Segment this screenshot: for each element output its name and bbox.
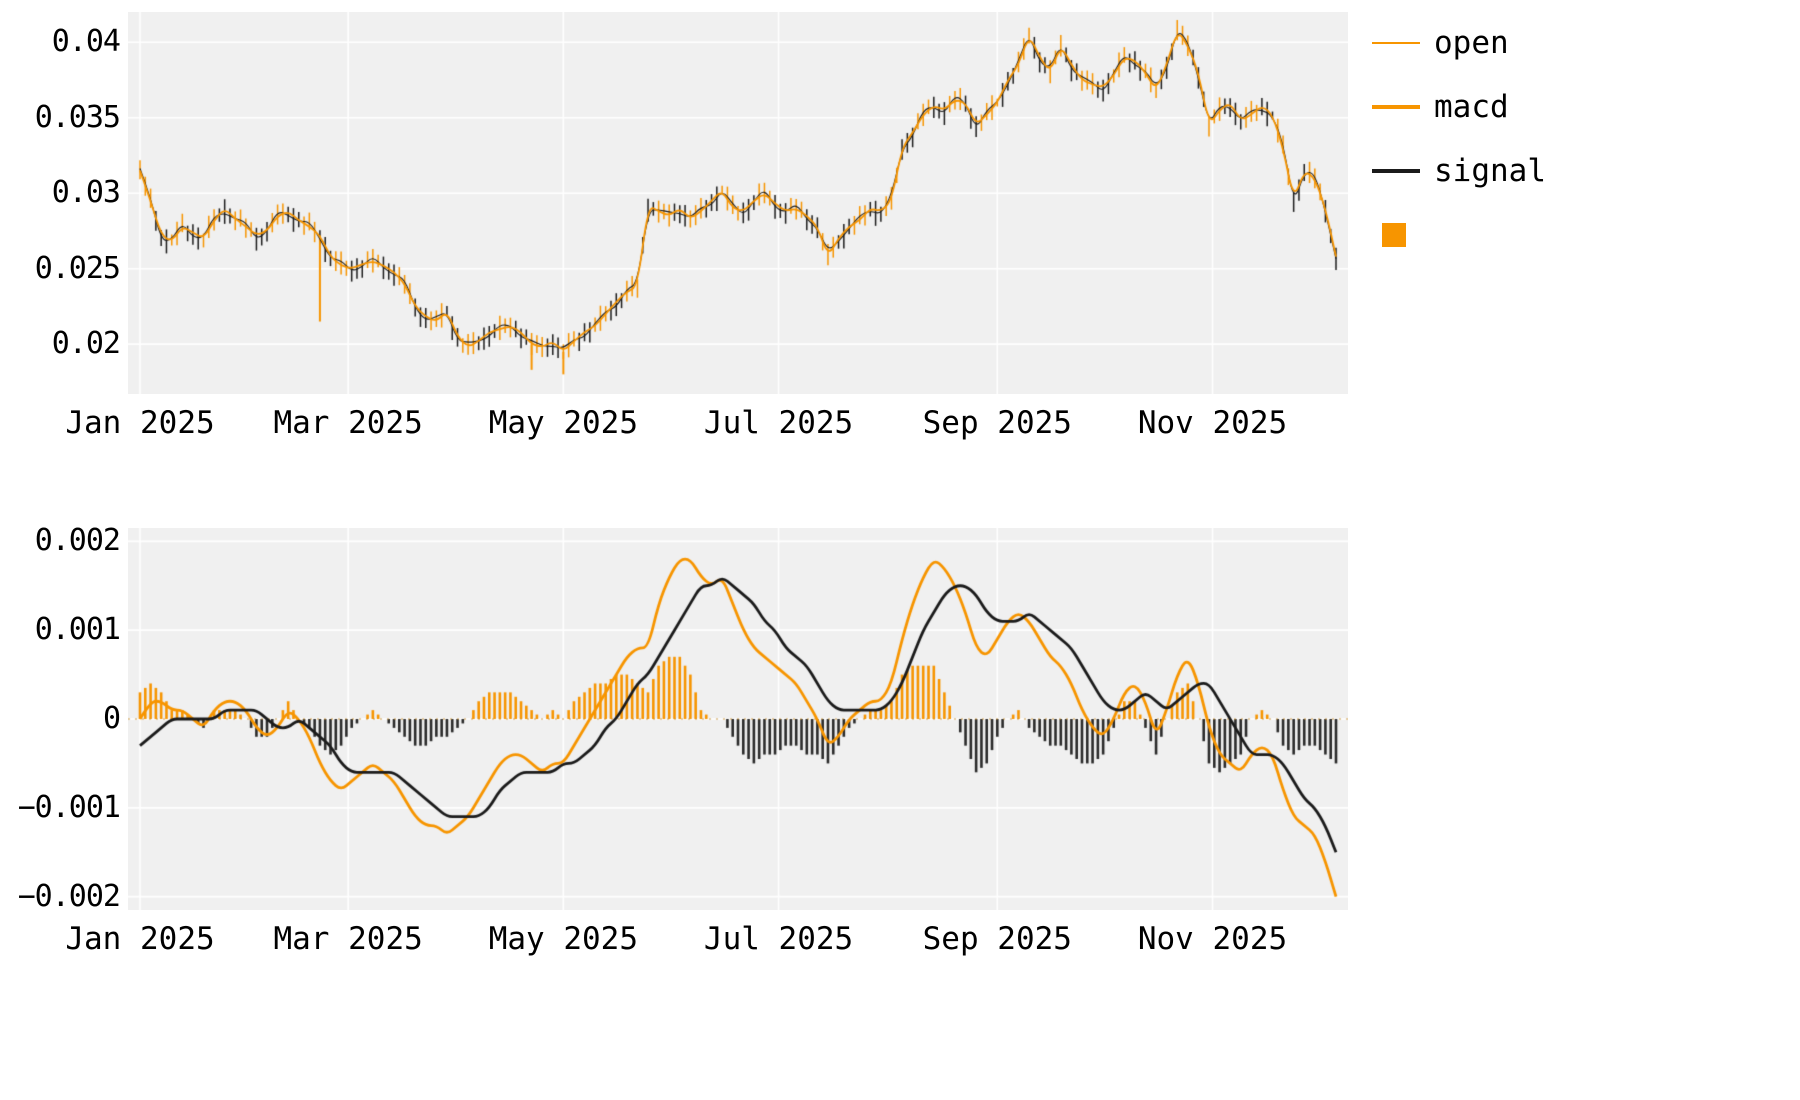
y-tick-label: 0 bbox=[102, 701, 121, 736]
y-tick-label: 0.002 bbox=[34, 523, 121, 559]
open-line-sample-icon bbox=[1372, 42, 1420, 44]
y-tick-label: −0.001 bbox=[17, 789, 121, 825]
x-tick-label: May 2025 bbox=[488, 921, 639, 957]
legend: open macd signal bbox=[1372, 22, 1546, 256]
legend-label: open bbox=[1434, 25, 1509, 61]
legend-label: signal bbox=[1434, 153, 1546, 189]
x-tick-label: Mar 2025 bbox=[273, 921, 423, 957]
x-tick-label: Jul 2025 bbox=[703, 405, 854, 441]
x-tick-label: May 2025 bbox=[488, 405, 639, 441]
price-chart-canvas bbox=[128, 12, 1348, 394]
x-tick-label: Sep 2025 bbox=[922, 405, 1072, 441]
x-tick-label: Jan 2025 bbox=[65, 921, 215, 957]
macd-line-sample-icon bbox=[1372, 105, 1420, 109]
x-tick-label: Jul 2025 bbox=[703, 921, 854, 957]
signal-line-sample-icon bbox=[1372, 169, 1420, 173]
histogram-swatch-icon bbox=[1382, 223, 1406, 247]
y-tick-label: 0.035 bbox=[34, 99, 121, 135]
y-tick-label: 0.025 bbox=[34, 250, 121, 286]
y-tick-label: 0.001 bbox=[34, 612, 121, 648]
legend-item-open: open bbox=[1372, 22, 1546, 64]
x-tick-label: Nov 2025 bbox=[1137, 405, 1288, 441]
legend-label: macd bbox=[1434, 89, 1509, 125]
x-tick-label: Jan 2025 bbox=[65, 405, 215, 441]
macd-chart-canvas bbox=[128, 528, 1348, 910]
x-tick-label: Nov 2025 bbox=[1137, 921, 1288, 957]
x-tick-label: Sep 2025 bbox=[922, 921, 1072, 957]
y-tick-label: 0.02 bbox=[51, 326, 121, 362]
legend-item-signal: signal bbox=[1372, 150, 1546, 192]
legend-item-histogram bbox=[1372, 214, 1546, 256]
legend-item-macd: macd bbox=[1372, 86, 1546, 128]
y-tick-label: 0.04 bbox=[51, 24, 121, 60]
y-tick-label: 0.03 bbox=[51, 175, 121, 211]
x-tick-label: Mar 2025 bbox=[273, 405, 423, 441]
y-tick-label: −0.002 bbox=[17, 878, 121, 914]
